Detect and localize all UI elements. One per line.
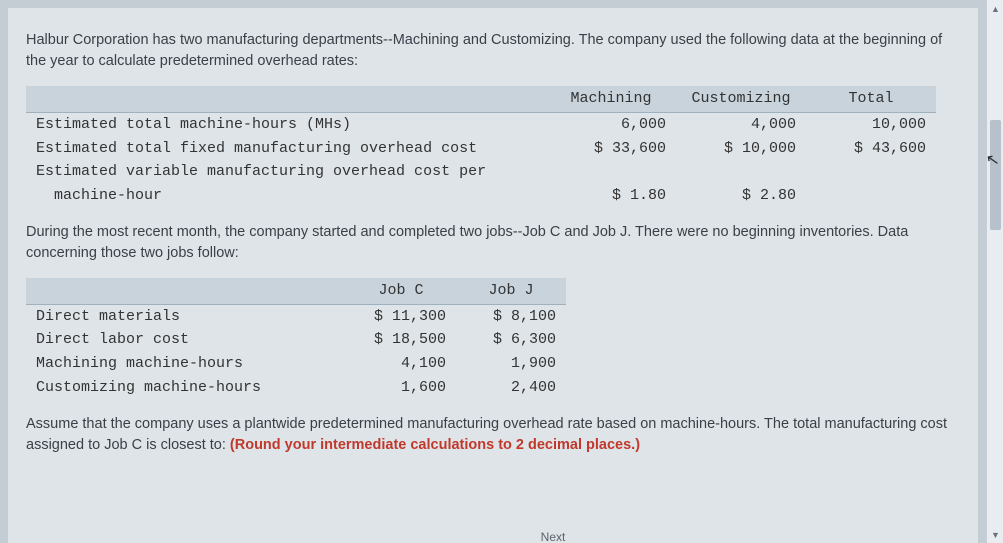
table-row: Estimated total fixed manufacturing over… (26, 137, 936, 161)
cell: 6,000 (546, 112, 676, 136)
cell: $ 10,000 (676, 137, 806, 161)
cell (546, 160, 676, 184)
cell: $ 18,500 (346, 328, 456, 352)
row-label: Direct materials (26, 304, 346, 328)
table-row: machine-hour $ 1.80 $ 2.80 (26, 184, 936, 208)
mid-paragraph: During the most recent month, the compan… (26, 222, 960, 264)
col-header: Customizing (676, 86, 806, 112)
col-header: Total (806, 86, 936, 112)
row-label: machine-hour (26, 184, 546, 208)
row-label: Direct labor cost (26, 328, 346, 352)
table-header-row: Job C Job J (26, 278, 566, 304)
row-label: Estimated total machine-hours (MHs) (26, 112, 546, 136)
row-label: Machining machine-hours (26, 352, 346, 376)
cell (806, 160, 936, 184)
row-label: Estimated variable manufacturing overhea… (26, 160, 546, 184)
cell (676, 160, 806, 184)
table-row: Machining machine-hours 4,100 1,900 (26, 352, 566, 376)
col-header: Machining (546, 86, 676, 112)
jobs-table: Job C Job J Direct materials $ 11,300 $ … (26, 278, 566, 400)
vertical-scrollbar[interactable]: ▲ ▼ (986, 0, 1003, 543)
cell: 2,400 (456, 376, 566, 400)
cell: 10,000 (806, 112, 936, 136)
cell: $ 11,300 (346, 304, 456, 328)
cursor-icon: ↖ (984, 149, 1001, 171)
cell: $ 33,600 (546, 137, 676, 161)
table-row: Direct materials $ 11,300 $ 8,100 (26, 304, 566, 328)
overhead-rates-table: Machining Customizing Total Estimated to… (26, 86, 936, 208)
cell: 4,100 (346, 352, 456, 376)
blank-header (26, 278, 346, 304)
question-page: Halbur Corporation has two manufacturing… (8, 8, 978, 543)
footer-nav: Next (8, 529, 978, 543)
cell (806, 184, 936, 208)
blank-header (26, 86, 546, 112)
question-emphasis: (Round your intermediate calculations to… (230, 437, 640, 453)
col-header: Job C (346, 278, 456, 304)
row-label: Estimated total fixed manufacturing over… (26, 137, 546, 161)
scroll-up-arrow-icon[interactable]: ▲ (987, 0, 1003, 17)
intro-paragraph: Halbur Corporation has two manufacturing… (26, 30, 960, 72)
scrollbar-thumb[interactable] (990, 120, 1001, 230)
table-row: Customizing machine-hours 1,600 2,400 (26, 376, 566, 400)
cell: $ 8,100 (456, 304, 566, 328)
cell: 4,000 (676, 112, 806, 136)
col-header: Job J (456, 278, 566, 304)
cell: $ 6,300 (456, 328, 566, 352)
scroll-down-arrow-icon[interactable]: ▼ (987, 526, 1003, 543)
table-header-row: Machining Customizing Total (26, 86, 936, 112)
row-label: Customizing machine-hours (26, 376, 346, 400)
cell: $ 1.80 (546, 184, 676, 208)
cell: $ 43,600 (806, 137, 936, 161)
cell: 1,600 (346, 376, 456, 400)
table-row: Estimated total machine-hours (MHs) 6,00… (26, 112, 936, 136)
table-row: Estimated variable manufacturing overhea… (26, 160, 936, 184)
cell: $ 2.80 (676, 184, 806, 208)
footer-right: Next (541, 529, 566, 543)
question-paragraph: Assume that the company uses a plantwide… (26, 414, 960, 456)
table-row: Direct labor cost $ 18,500 $ 6,300 (26, 328, 566, 352)
cell: 1,900 (456, 352, 566, 376)
